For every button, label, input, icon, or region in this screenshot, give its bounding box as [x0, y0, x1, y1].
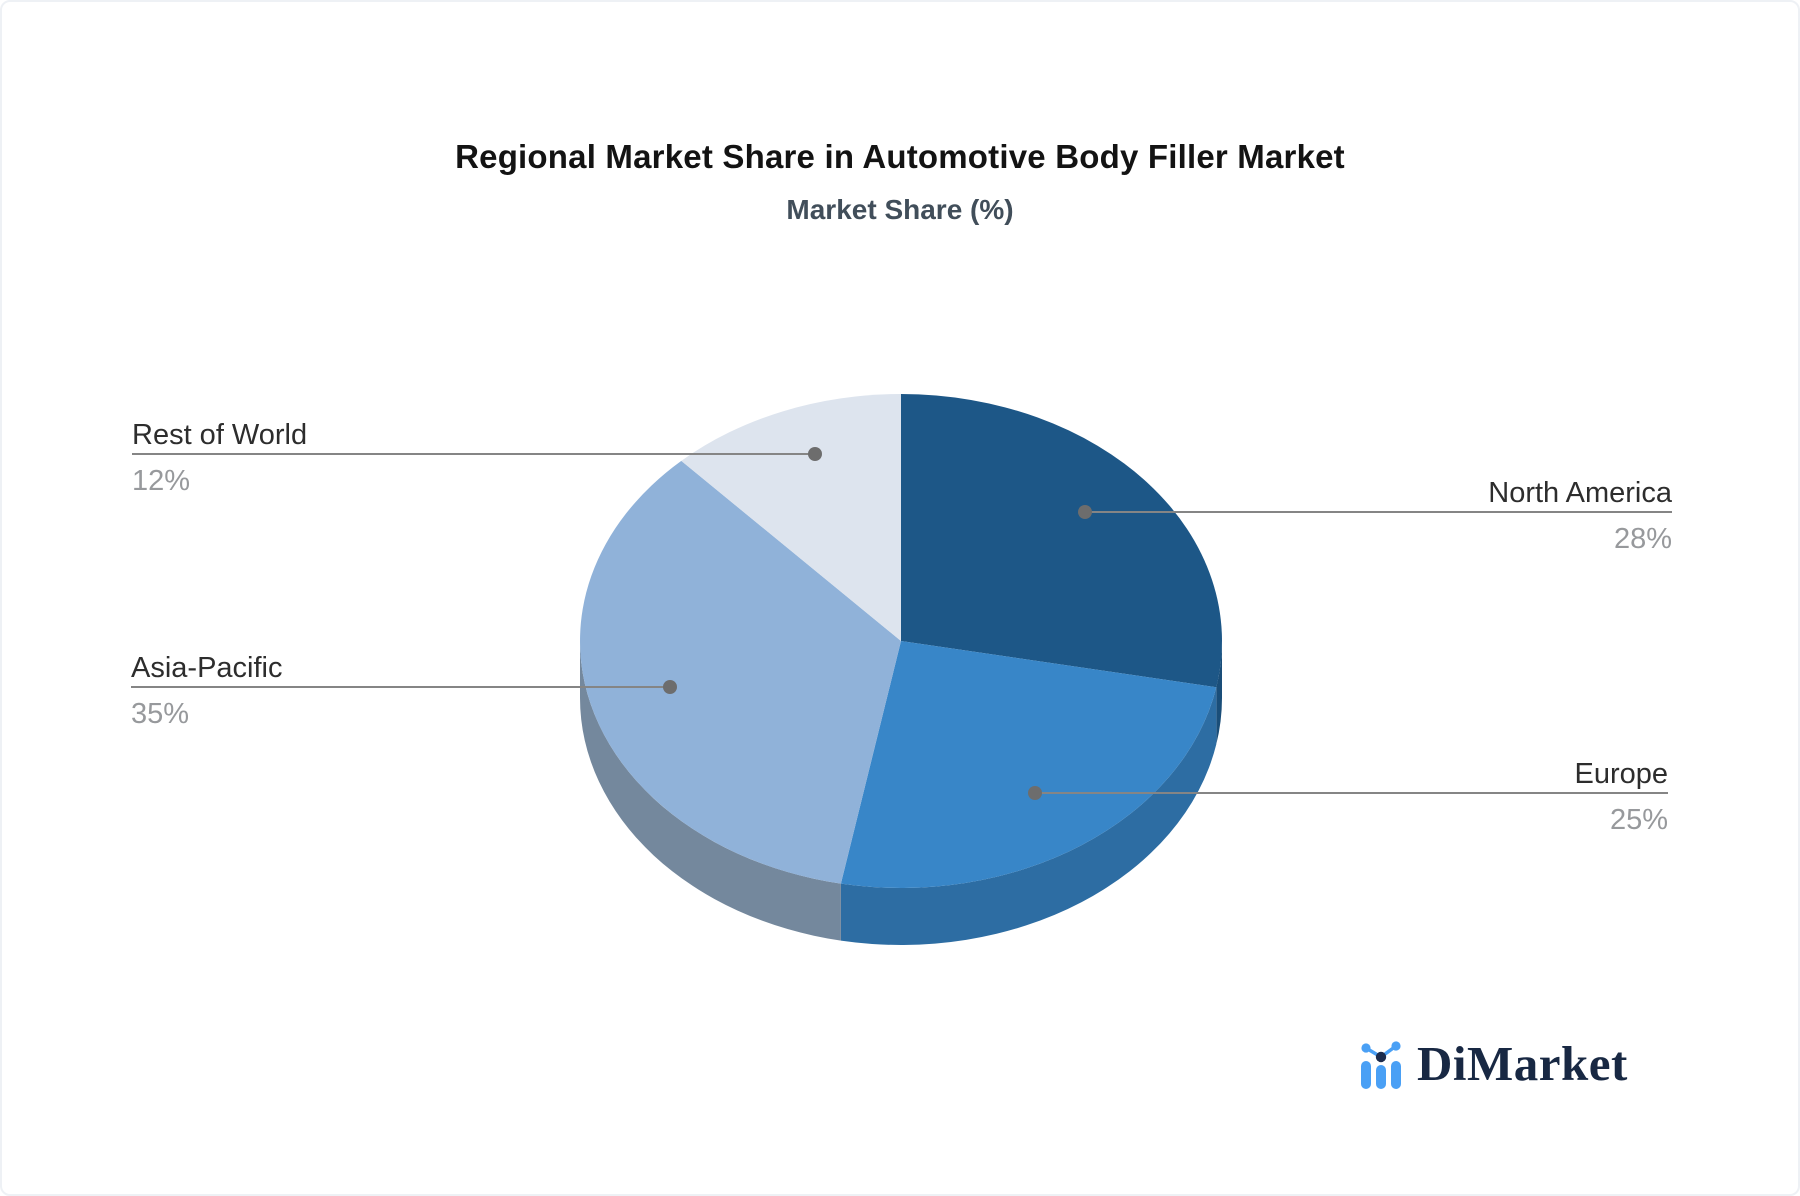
pie-slice-side	[1216, 641, 1222, 745]
leader-dot	[663, 680, 677, 694]
label-north-america: North America 28%	[1488, 477, 1672, 556]
chart-title: Regional Market Share in Automotive Body…	[455, 138, 1345, 175]
label-rest-of-world: Rest of World 12%	[132, 419, 307, 498]
brand-name: DiMarket	[1417, 1036, 1628, 1091]
pie-slice	[580, 460, 901, 884]
leader-dot	[1028, 786, 1042, 800]
slice-percent: 12%	[132, 465, 191, 497]
leader-dot	[808, 447, 822, 461]
slice-label: Asia-Pacific	[131, 652, 283, 684]
pie-slice	[901, 394, 1222, 688]
bar-line-chart-icon	[1361, 1041, 1401, 1089]
label-europe: Europe 25%	[1574, 758, 1668, 837]
slice-label: North America	[1488, 477, 1672, 509]
pie-slice-side	[580, 641, 841, 941]
pie-slice-side	[840, 687, 1217, 945]
leader-dot	[1078, 505, 1092, 519]
brand-logo: DiMarket	[1358, 1036, 1628, 1094]
label-asia-pacific: Asia-Pacific 35%	[131, 652, 283, 731]
slice-percent: 25%	[1609, 804, 1668, 836]
slice-percent: 28%	[1613, 523, 1672, 555]
slice-label: Europe	[1574, 758, 1668, 790]
pie-slice	[840, 641, 1217, 888]
slice-percent: 35%	[131, 698, 190, 730]
chart-subtitle: Market Share (%)	[786, 194, 1014, 225]
slice-label: Rest of World	[132, 419, 308, 451]
pie-slice	[681, 394, 901, 641]
